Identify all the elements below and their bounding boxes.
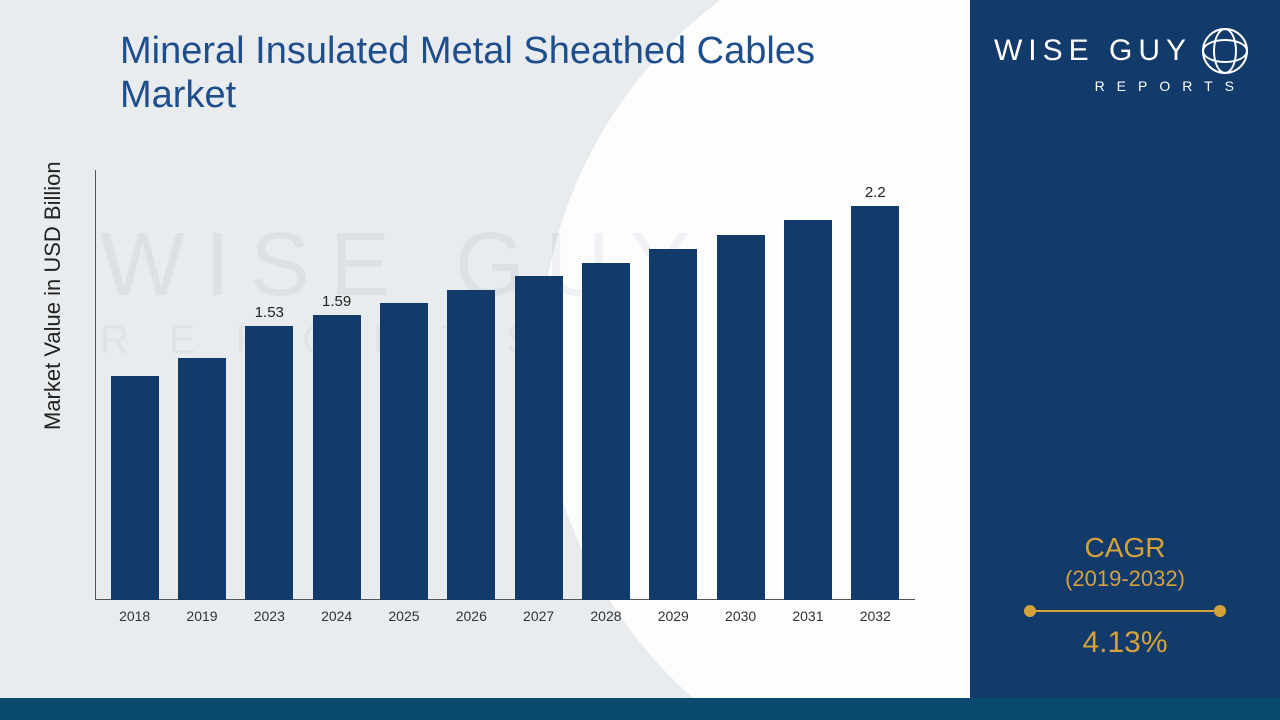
page-root: WISE GUY REPORTS Mineral Insulated Metal… xyxy=(0,0,1280,720)
bar-group xyxy=(171,336,233,600)
x-tick-label: 2028 xyxy=(575,608,637,624)
bar xyxy=(717,235,765,601)
brand-logo: WISE GUY REPORTS xyxy=(994,26,1250,94)
bar-chart: 1.531.592.2 2018201920232024202520262027… xyxy=(95,170,915,600)
bar-value-label: 1.53 xyxy=(255,304,284,322)
bar-group: 2.2 xyxy=(844,184,906,600)
logo-line2: REPORTS xyxy=(994,78,1246,94)
x-tick-label: 2019 xyxy=(171,608,233,624)
x-tick-label: 2018 xyxy=(104,608,166,624)
x-tick-label: 2027 xyxy=(508,608,570,624)
x-tick-label: 2030 xyxy=(710,608,772,624)
bar-group xyxy=(642,227,704,600)
x-tick-label: 2023 xyxy=(238,608,300,624)
logo-line1-wrap: WISE GUY xyxy=(994,26,1250,76)
bar-group xyxy=(710,213,772,601)
bar-group xyxy=(440,268,502,600)
bar xyxy=(380,303,428,600)
bar xyxy=(245,326,293,600)
bar xyxy=(515,276,563,600)
logo-head-icon xyxy=(1200,26,1250,76)
cagr-label: CAGR xyxy=(1010,532,1240,564)
cagr-years: (2019-2032) xyxy=(1010,566,1240,592)
bar-group xyxy=(104,354,166,600)
bottom-strip xyxy=(0,698,1280,720)
bar-group xyxy=(508,254,570,600)
bar-group xyxy=(373,281,435,600)
bars-container: 1.53 1.59 2.2 xyxy=(95,170,915,600)
x-tick-label: 2024 xyxy=(306,608,368,624)
x-tick-label: 2025 xyxy=(373,608,435,624)
bar xyxy=(313,315,361,600)
bar-group: 1.59 xyxy=(306,293,368,600)
y-axis-label: Market Value in USD Billion xyxy=(40,161,66,430)
bar xyxy=(851,206,899,600)
x-ticks: 2018 2019 2023 2024 2025 2026 2027 2028 2029 2030… xyxy=(95,608,915,624)
cagr-divider xyxy=(1030,610,1220,612)
bar xyxy=(178,358,226,600)
bar xyxy=(784,220,832,600)
x-tick-label: 2026 xyxy=(440,608,502,624)
x-tick-label: 2029 xyxy=(642,608,704,624)
cagr-value: 4.13% xyxy=(1010,626,1240,660)
bar xyxy=(447,290,495,600)
bar-group xyxy=(777,198,839,600)
bar xyxy=(111,376,159,600)
cagr-block: CAGR (2019-2032) 4.13% xyxy=(1010,532,1240,660)
bar-value-label: 2.2 xyxy=(865,184,886,202)
bar xyxy=(582,263,630,600)
x-tick-label: 2032 xyxy=(844,608,906,624)
chart-title: Mineral Insulated Metal Sheathed Cables … xyxy=(120,30,820,117)
bar-group xyxy=(575,241,637,600)
bar-group: 1.53 xyxy=(238,304,300,600)
x-tick-label: 2031 xyxy=(777,608,839,624)
bar xyxy=(649,249,697,600)
logo-line1: WISE GUY xyxy=(994,34,1192,68)
bar-value-label: 1.59 xyxy=(322,293,351,311)
